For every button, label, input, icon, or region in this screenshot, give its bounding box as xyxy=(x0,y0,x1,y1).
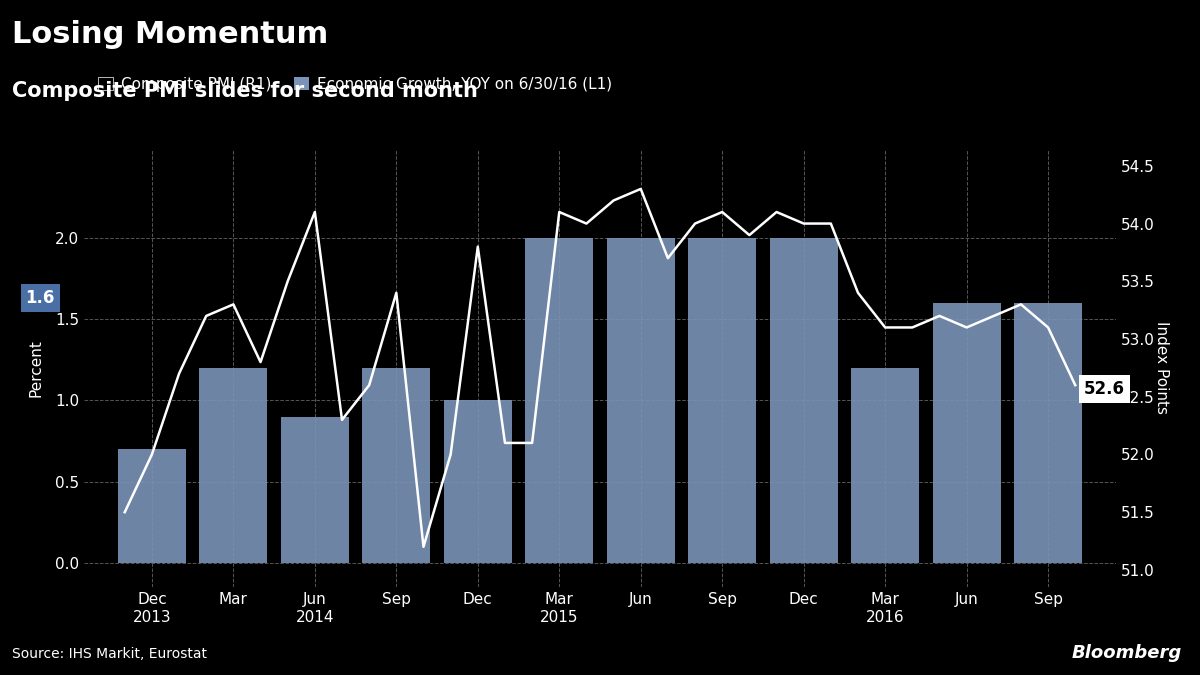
Bar xyxy=(199,368,268,563)
Text: Losing Momentum: Losing Momentum xyxy=(12,20,329,49)
Bar xyxy=(118,449,186,563)
Text: Bloomberg: Bloomberg xyxy=(1072,643,1182,662)
Text: Source: IHS Markit, Eurostat: Source: IHS Markit, Eurostat xyxy=(12,647,208,662)
Y-axis label: Index Points: Index Points xyxy=(1153,321,1169,414)
Text: 52.6: 52.6 xyxy=(1084,379,1124,398)
Legend: Composite PMI (R1), Economic Growth, YOY on 6/30/16 (L1): Composite PMI (R1), Economic Growth, YOY… xyxy=(91,71,618,98)
Bar xyxy=(769,238,838,563)
Text: 1.6: 1.6 xyxy=(25,289,55,307)
Bar xyxy=(281,416,349,563)
Text: Composite PMI slides for second month: Composite PMI slides for second month xyxy=(12,81,478,101)
Bar xyxy=(851,368,919,563)
Bar xyxy=(932,303,1001,563)
Bar xyxy=(607,238,674,563)
Y-axis label: Percent: Percent xyxy=(29,339,44,397)
Bar xyxy=(526,238,593,563)
Bar xyxy=(444,400,511,563)
Bar xyxy=(1014,303,1082,563)
Bar xyxy=(362,368,431,563)
Bar xyxy=(689,238,756,563)
